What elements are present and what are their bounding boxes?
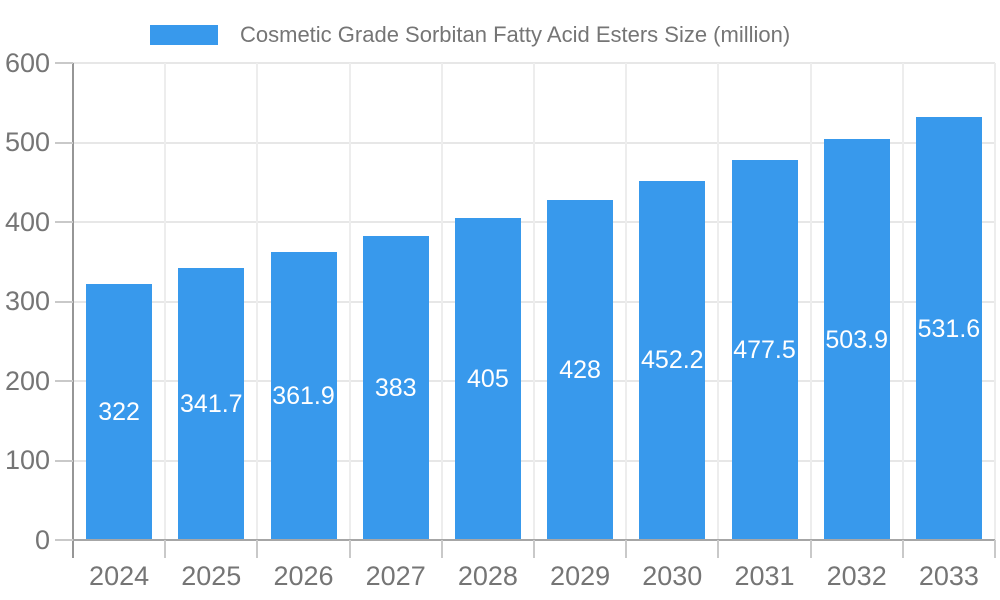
legend-item[interactable]: Cosmetic Grade Sorbitan Fatty Acid Ester… [150,22,790,48]
x-axis-tick [625,540,628,558]
x-axis-label: 2027 [365,561,426,591]
gridline-vertical [901,63,904,540]
x-axis-tick [809,540,812,558]
bar-value-label: 361.9 [272,382,335,411]
bar-2032[interactable]: 503.9 [823,139,890,540]
chart-title: Cosmetic Grade Sorbitan Fatty Acid Ester… [240,22,791,47]
bar-value-label: 503.9 [825,325,888,354]
gridline-vertical [256,63,259,540]
x-axis-label: 2031 [734,561,795,591]
gridline-vertical [809,63,812,540]
x-axis-label: 2024 [89,561,150,591]
y-axis-tick [55,380,73,382]
bar-2031[interactable]: 477.5 [731,160,798,540]
y-axis-tick [55,300,73,303]
x-axis-label: 2029 [550,561,611,591]
y-axis-label: 500 [4,127,50,157]
bar-value-label: 322 [98,397,140,426]
x-axis-label: 2026 [273,561,334,591]
x-axis-tick [348,540,351,558]
x-axis-label: 2032 [826,561,887,591]
x-axis-label: 2025 [181,561,242,591]
gridline-vertical [348,63,351,540]
x-axis-label: 2028 [457,561,518,591]
gridline-vertical [717,63,720,540]
y-axis-label: 400 [4,206,50,237]
gridline-vertical [533,63,535,540]
bar-2027[interactable]: 383 [362,235,429,540]
x-axis-tick [901,540,904,558]
bar-2024[interactable]: 322 [86,284,153,540]
bar-value-label: 383 [374,373,417,402]
bar-2029[interactable]: 428 [547,199,614,540]
y-axis-line [72,63,74,558]
bar-2028[interactable]: 405 [454,218,521,540]
x-axis-tick [256,540,259,558]
bar-2030[interactable]: 452.2 [639,180,706,540]
bar-value-label: 477.5 [733,336,796,365]
y-axis-tick [55,221,73,223]
x-axis-label: 2030 [642,561,703,591]
bar-2033[interactable]: 531.6 [915,117,982,540]
bar-value-label: 531.6 [917,314,981,343]
x-axis-tick [533,540,535,558]
x-axis-label: 2033 [918,561,979,591]
x-axis-tick [440,540,443,558]
bar-value-label: 341.7 [180,390,243,419]
gridline-vertical [994,63,996,540]
y-axis-label: 600 [4,47,50,78]
x-axis-tick [994,540,996,558]
gridline-vertical [440,63,443,540]
y-axis-label: 100 [4,445,50,475]
gridline-vertical [625,63,628,540]
bar-value-label: 428 [559,355,601,384]
gridline-vertical [164,63,167,540]
x-axis-tick [164,540,167,558]
bar-value-label: 452.2 [641,346,704,375]
legend-swatch [150,25,218,45]
bar-2026[interactable]: 361.9 [270,252,337,540]
y-axis-label: 0 [34,524,50,555]
y-axis-tick [55,141,73,144]
x-axis-tick [717,540,720,558]
y-axis-tick [55,459,73,462]
y-axis-label: 300 [4,286,50,316]
y-axis-tick [55,62,73,64]
bar-value-label: 405 [467,365,509,393]
y-axis-tick [55,539,73,541]
bar-2025[interactable]: 341.7 [178,268,245,540]
y-axis-label: 200 [4,365,50,396]
